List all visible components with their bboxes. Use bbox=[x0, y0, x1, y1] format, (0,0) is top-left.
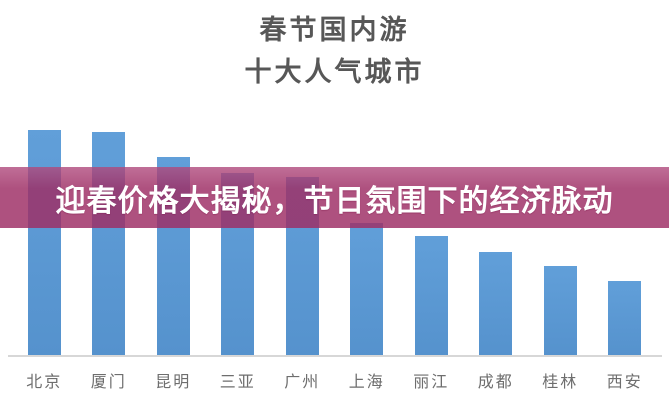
x-axis-tick-label: 成都 bbox=[477, 374, 514, 391]
x-axis-tick-label: 三亚 bbox=[219, 374, 256, 391]
x-axis-tick-label: 北京 bbox=[26, 374, 63, 391]
bar-column bbox=[593, 130, 658, 356]
bar bbox=[350, 223, 384, 356]
bar-column bbox=[399, 130, 464, 356]
bar bbox=[543, 266, 577, 356]
bar bbox=[27, 130, 61, 356]
x-axis-tick-label: 广州 bbox=[284, 374, 321, 391]
x-axis-labels: 北京 厦门 昆明 三亚 广州 上海 丽江 成都 桂林 西安 bbox=[12, 368, 657, 392]
chart-title-line-1: 春节国内游 bbox=[259, 15, 410, 45]
x-axis-tick-label: 厦门 bbox=[90, 374, 127, 391]
bar-column bbox=[270, 130, 335, 356]
x-axis-tick-label: 桂林 bbox=[542, 374, 579, 391]
bar-column bbox=[335, 130, 400, 356]
x-axis-tick-label: 丽江 bbox=[413, 374, 450, 391]
chart-title-line-2: 十大人气城市 bbox=[244, 57, 425, 87]
bar bbox=[479, 252, 513, 356]
bar-column bbox=[12, 130, 77, 356]
bar-column bbox=[206, 130, 271, 356]
bar bbox=[608, 281, 642, 356]
bar-column bbox=[141, 130, 206, 356]
bar-chart-plot bbox=[12, 130, 657, 356]
bar bbox=[414, 236, 448, 356]
x-axis-tick-label: 上海 bbox=[348, 374, 385, 391]
bar-column bbox=[77, 130, 142, 356]
headline-banner: 迎春价格大揭秘，节日氛围下的经济脉动 bbox=[0, 167, 669, 228]
bar bbox=[92, 132, 126, 356]
bar-column bbox=[528, 130, 593, 356]
headline-banner-text: 迎春价格大揭秘，节日氛围下的经济脉动 bbox=[55, 184, 614, 218]
chart-title: 春节国内游 十大人气城市 bbox=[0, 9, 669, 93]
x-axis-line bbox=[8, 355, 662, 357]
bar-column bbox=[464, 130, 529, 356]
x-axis-tick-label: 昆明 bbox=[155, 374, 192, 391]
x-axis-tick-label: 西安 bbox=[606, 374, 643, 391]
